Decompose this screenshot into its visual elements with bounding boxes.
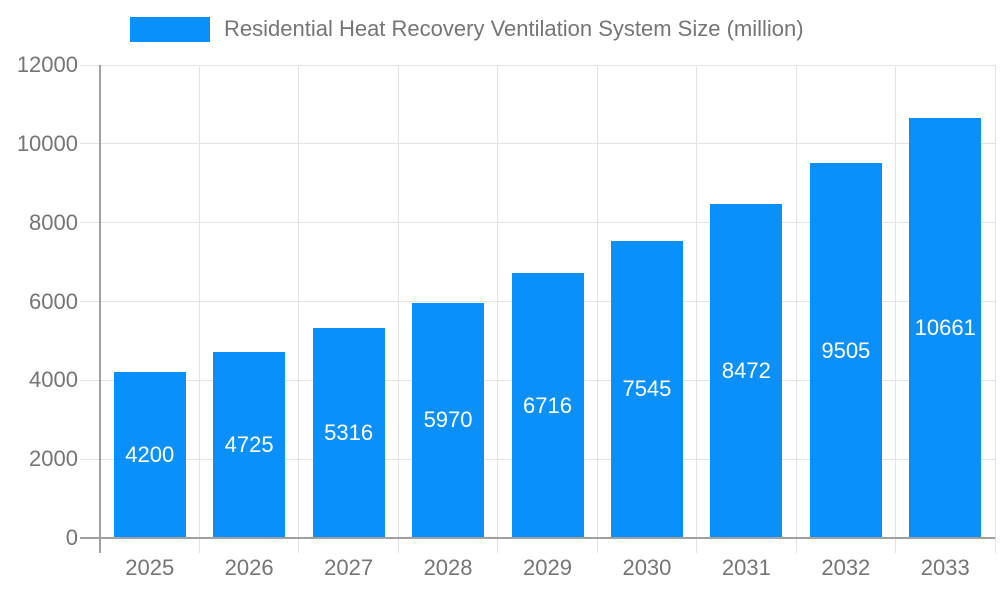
legend-label: Residential Heat Recovery Ventilation Sy…: [224, 16, 804, 41]
gridline-vertical: [795, 65, 797, 538]
y-axis-tick-label: 6000: [29, 288, 78, 314]
y-axis-tick-label: 2000: [29, 446, 78, 472]
gridline-vertical: [696, 65, 698, 538]
bar-value-label: 8472: [721, 358, 771, 384]
x-axis-tick: [397, 538, 399, 553]
bar-value-label: 7545: [622, 376, 672, 402]
y-axis-tick: [80, 143, 100, 145]
bar-value-label: 9505: [821, 337, 871, 363]
bar-value-label: 10661: [914, 314, 976, 340]
x-axis-tick: [895, 538, 897, 553]
x-axis-tick-label: 2026: [224, 555, 274, 580]
gridline-vertical: [397, 65, 399, 538]
bar[interactable]: 5970: [412, 302, 485, 538]
bar[interactable]: 9505: [809, 163, 882, 538]
gridline-horizontal: [100, 64, 995, 66]
x-axis-tick-label: 2031: [721, 555, 771, 580]
x-axis-tick-label: 2029: [523, 555, 572, 580]
x-axis-tick: [994, 538, 996, 553]
x-axis-tick-label: 2028: [423, 555, 473, 580]
y-axis-line: [99, 65, 101, 553]
y-axis-tick-label: 0: [65, 525, 78, 550]
x-axis-tick-label: 2033: [920, 555, 970, 580]
x-axis-tick: [497, 538, 499, 553]
x-axis-tick: [198, 538, 200, 553]
bar-value-label: 6716: [523, 392, 572, 418]
bar[interactable]: 10661: [909, 117, 982, 538]
y-axis-tick-label: 12000: [16, 52, 78, 77]
x-axis-tick: [795, 538, 797, 553]
y-axis-tick-label: 10000: [16, 130, 78, 156]
y-axis-tick: [80, 458, 100, 460]
x-axis-line: [80, 537, 995, 539]
bar[interactable]: 5316: [312, 328, 385, 538]
x-axis-tick: [596, 538, 598, 553]
gridline-vertical: [298, 65, 300, 538]
y-axis-tick: [80, 301, 100, 302]
bar[interactable]: 4725: [213, 351, 286, 538]
bar-value-label: 4725: [224, 431, 274, 457]
y-axis-tick: [80, 379, 100, 381]
bar-value-label: 4200: [125, 442, 175, 468]
x-axis-tick: [298, 538, 300, 553]
y-axis-tick: [80, 222, 100, 224]
gridline-vertical: [895, 65, 897, 538]
bar[interactable]: 6716: [511, 273, 584, 538]
bar[interactable]: 7545: [610, 240, 683, 538]
legend[interactable]: Residential Heat Recovery Ventilation Sy…: [130, 16, 804, 42]
gridline-horizontal: [100, 143, 995, 145]
gridline-vertical: [994, 65, 996, 538]
plot-area: 0 2000 4000 6000 8000 10000 12000 4200 2025 4725 2…: [17, 52, 996, 580]
y-axis-tick-label: 8000: [29, 209, 78, 235]
y-axis-tick-label: 4000: [29, 367, 78, 393]
bar-value-label: 5316: [324, 420, 374, 446]
x-axis-tick-label: 2032: [821, 555, 871, 580]
x-axis-tick-label: 2030: [622, 555, 672, 580]
gridline-vertical: [198, 65, 200, 538]
bar[interactable]: 4200: [113, 372, 186, 538]
x-axis-tick-label: 2025: [125, 555, 175, 580]
legend-swatch: [130, 16, 210, 42]
x-axis-tick-label: 2027: [324, 555, 374, 580]
bar[interactable]: 8472: [710, 204, 783, 538]
bar-value-label: 5970: [423, 407, 473, 433]
gridline-horizontal: [100, 222, 995, 224]
gridline-vertical: [596, 65, 598, 538]
gridline-vertical: [497, 65, 499, 538]
x-axis-tick: [696, 538, 698, 553]
y-axis-tick: [80, 64, 100, 66]
